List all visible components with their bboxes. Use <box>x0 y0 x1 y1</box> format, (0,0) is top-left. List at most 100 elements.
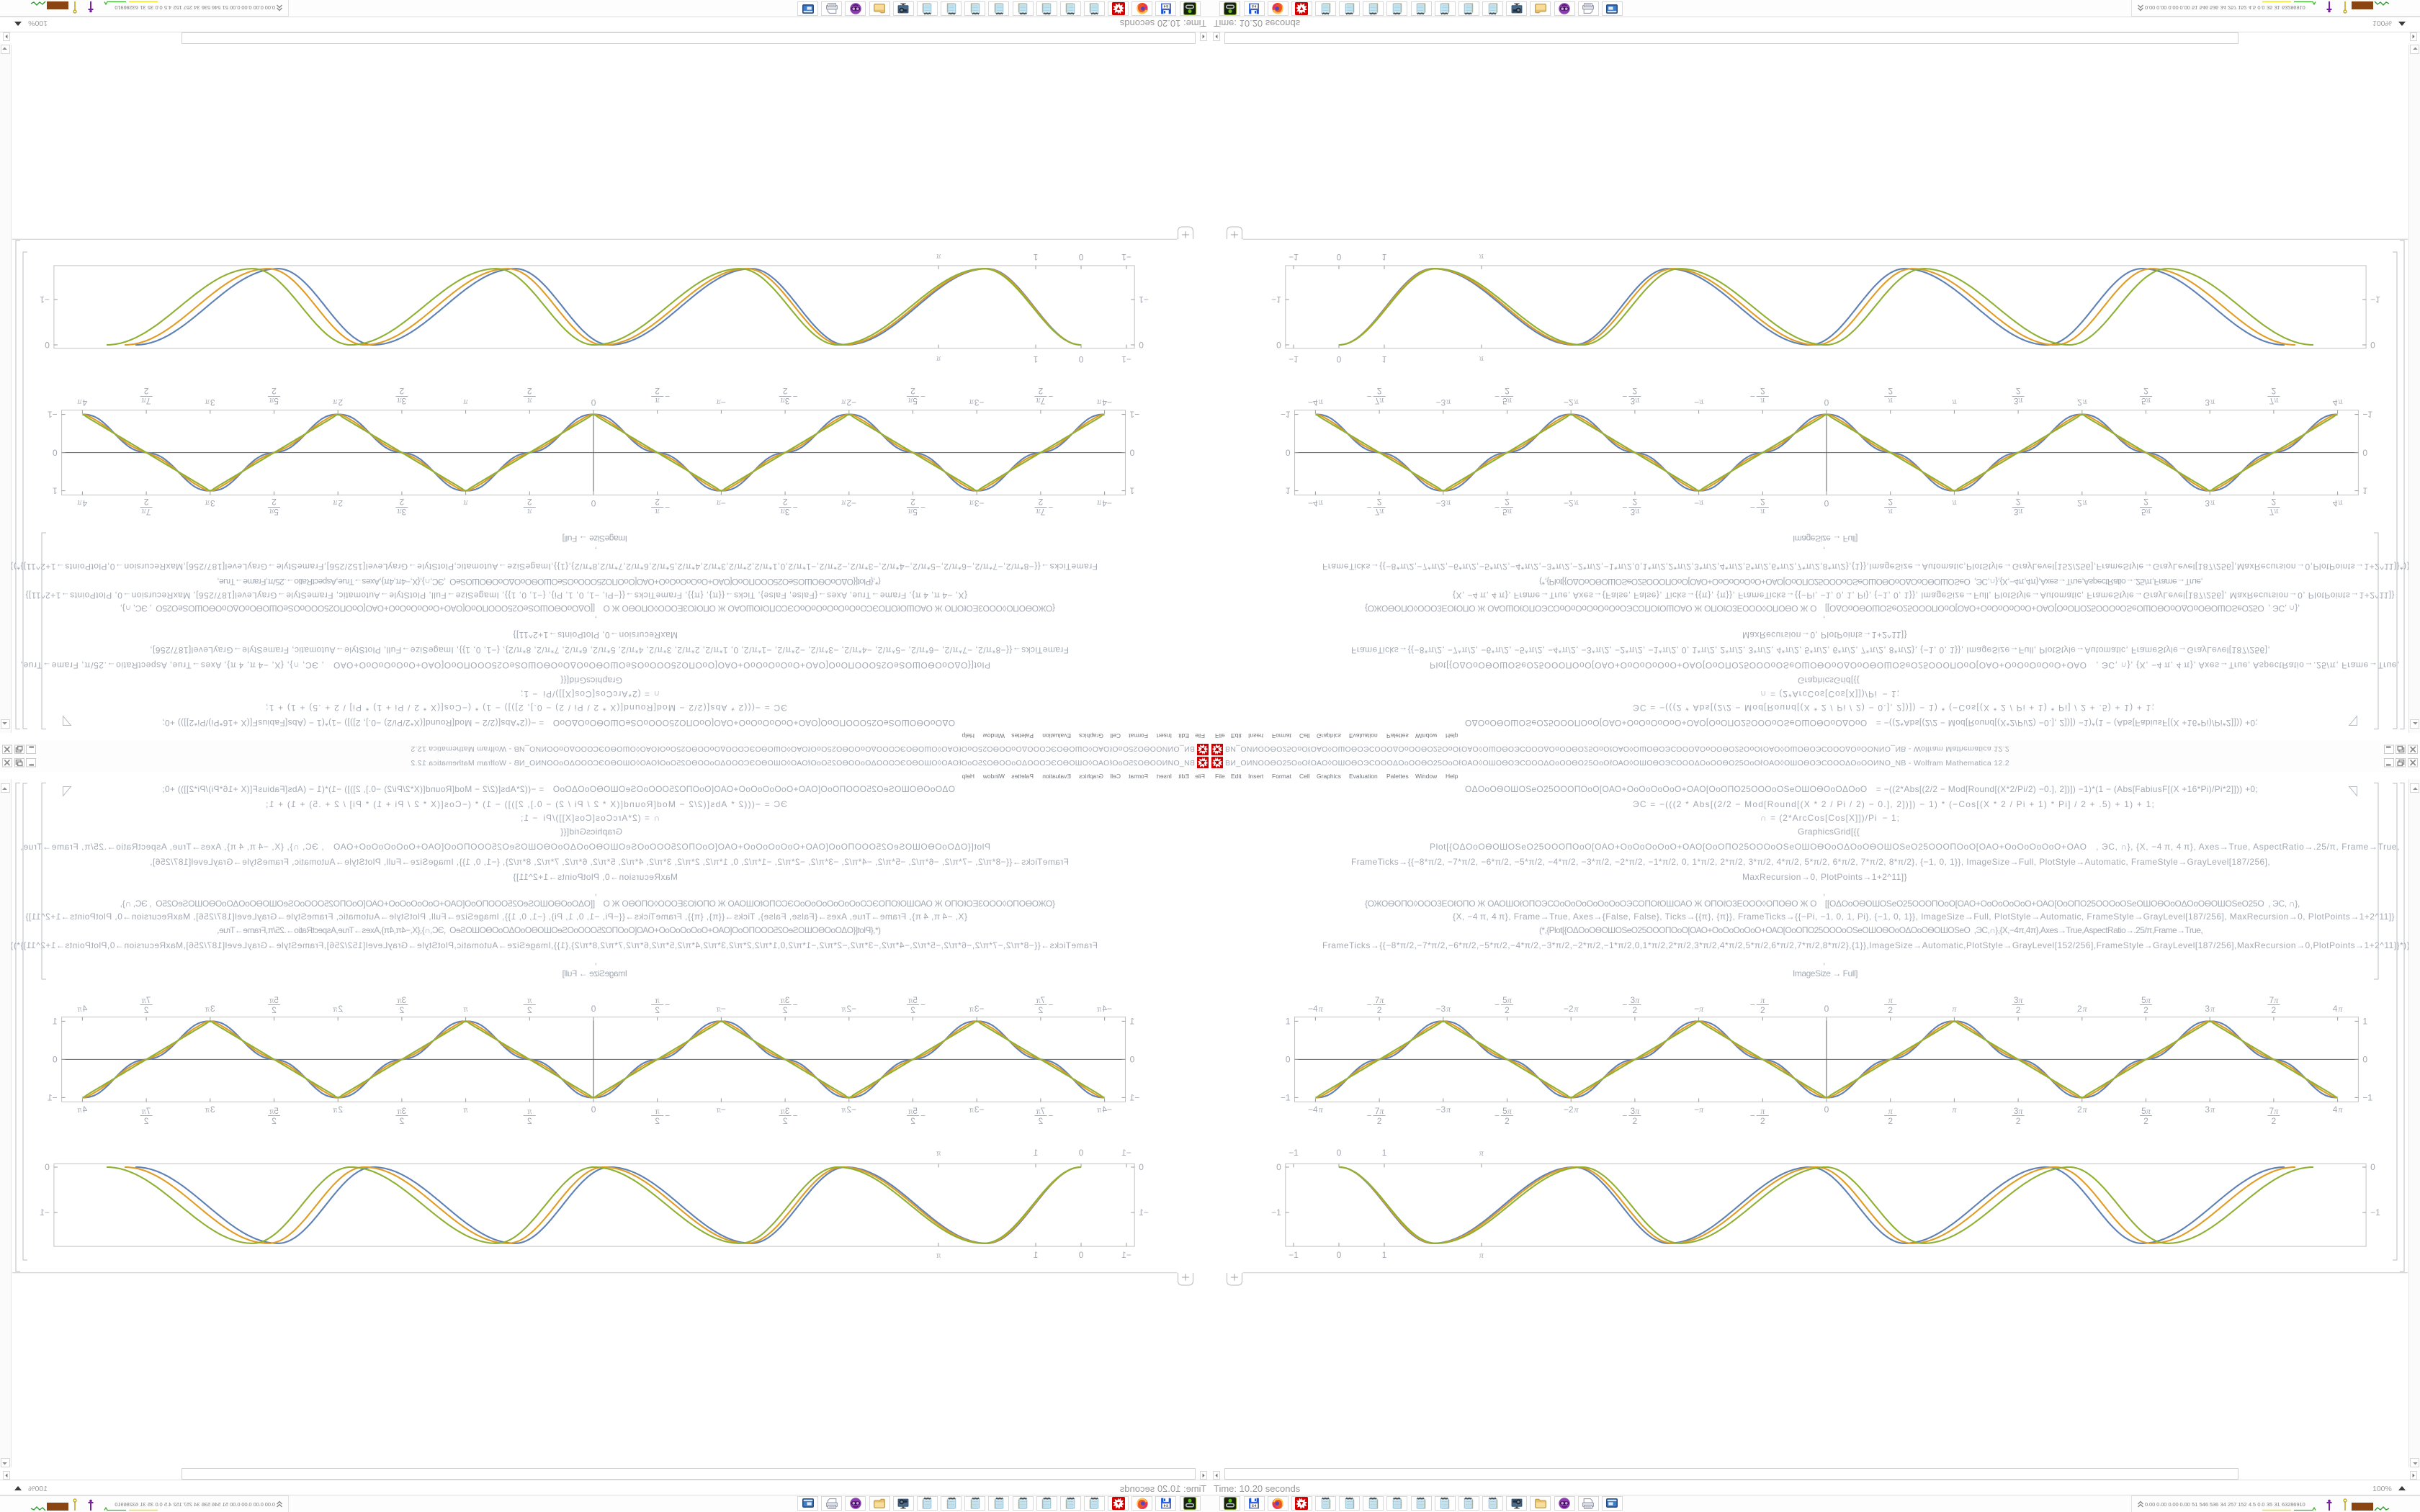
svg-text:−: − <box>1622 503 1627 513</box>
svg-text:2: 2 <box>1633 497 1638 507</box>
svg-text:1: 1 <box>1382 252 1387 262</box>
svg-text:2: 2 <box>1377 1005 1382 1015</box>
svg-text:2 π: 2 π <box>2077 397 2088 408</box>
svg-text:−1: −1 <box>1271 1207 1281 1218</box>
svg-text:−3 π: −3 π <box>969 498 985 508</box>
svg-text:−: − <box>1048 392 1053 402</box>
svg-text:5π: 5π <box>1502 507 1512 517</box>
svg-text:−1: −1 <box>48 409 58 419</box>
svg-text:3 π: 3 π <box>205 1104 215 1115</box>
svg-text:2: 2 <box>2272 1005 2277 1015</box>
svg-text:−: − <box>1622 1111 1627 1121</box>
svg-text:0: 0 <box>2362 1055 2367 1065</box>
svg-text:0: 0 <box>45 340 50 350</box>
svg-text:0: 0 <box>1078 354 1083 364</box>
svg-text:3π: 3π <box>2014 507 2024 517</box>
svg-text:1: 1 <box>1382 354 1387 364</box>
svg-text:5π: 5π <box>908 1106 918 1116</box>
svg-text:2: 2 <box>655 1005 660 1015</box>
svg-text:3 π: 3 π <box>2205 397 2215 408</box>
svg-text:0: 0 <box>1824 397 1829 408</box>
svg-text:−: − <box>1750 1111 1755 1121</box>
svg-text:2: 2 <box>655 497 660 507</box>
svg-text:2: 2 <box>2272 497 2277 507</box>
svg-text:3π: 3π <box>397 995 407 1005</box>
svg-text:0: 0 <box>1337 252 1342 262</box>
svg-text:−1: −1 <box>1289 1250 1299 1260</box>
svg-text:2: 2 <box>527 497 532 507</box>
svg-text:3π: 3π <box>2014 396 2024 406</box>
svg-text:2: 2 <box>399 1005 404 1015</box>
svg-text:−4 π: −4 π <box>1096 1004 1112 1014</box>
svg-text:−: − <box>920 392 926 402</box>
svg-text:2: 2 <box>527 1116 532 1126</box>
svg-text:7π: 7π <box>1375 1106 1385 1116</box>
svg-text:3π: 3π <box>780 507 790 517</box>
svg-text:1: 1 <box>1382 1250 1387 1260</box>
svg-text:0: 0 <box>45 1162 50 1172</box>
svg-text:π: π <box>936 1148 941 1158</box>
svg-text:π: π <box>1888 1106 1894 1116</box>
svg-text:π: π <box>1888 995 1894 1005</box>
svg-text:2: 2 <box>1633 1116 1638 1126</box>
svg-text:2: 2 <box>1038 497 1043 507</box>
svg-text:−1: −1 <box>1139 1207 1149 1218</box>
svg-text:3 π: 3 π <box>2205 1004 2215 1014</box>
svg-text:64: 64 <box>1163 1503 1168 1508</box>
svg-text:π: π <box>1760 1106 1765 1116</box>
svg-text:4 π: 4 π <box>2333 1104 2344 1115</box>
svg-text:π: π <box>526 396 532 406</box>
svg-text:2: 2 <box>1760 386 1765 396</box>
svg-text:−1: −1 <box>1271 294 1281 305</box>
svg-text:−2 π: −2 π <box>841 397 856 408</box>
svg-text:−: − <box>1048 1111 1053 1121</box>
svg-text:2: 2 <box>143 1005 148 1015</box>
svg-text:−1: −1 <box>48 1093 58 1103</box>
svg-text:−4 π: −4 π <box>1308 1004 1324 1014</box>
svg-text:3π: 3π <box>397 396 407 406</box>
svg-text:−1: −1 <box>2370 1207 2380 1218</box>
svg-text:3 π: 3 π <box>205 397 215 408</box>
svg-text:−1: −1 <box>1129 409 1139 419</box>
svg-text:−: − <box>920 1111 926 1121</box>
svg-text:−4 π: −4 π <box>1308 397 1324 408</box>
svg-text:3π: 3π <box>1631 995 1641 1005</box>
svg-text:−1: −1 <box>1121 252 1131 262</box>
svg-text:2: 2 <box>2143 1005 2148 1015</box>
svg-text:−π: −π <box>1694 1104 1704 1115</box>
svg-text:3π: 3π <box>780 396 790 406</box>
svg-text:3 π: 3 π <box>2205 1104 2215 1115</box>
svg-text:2: 2 <box>1038 1116 1043 1126</box>
svg-text:4 π: 4 π <box>2333 498 2344 508</box>
svg-text:−2 π: −2 π <box>1564 498 1579 508</box>
svg-text:2: 2 <box>272 1116 277 1126</box>
svg-text:2: 2 <box>2272 386 2277 396</box>
svg-text:−1: −1 <box>40 294 50 305</box>
svg-text:π: π <box>936 354 941 364</box>
svg-text:3π: 3π <box>2014 995 2024 1005</box>
svg-text:1: 1 <box>2362 485 2367 495</box>
svg-text:0: 0 <box>1824 1104 1829 1115</box>
svg-text:1: 1 <box>1286 1017 1291 1027</box>
svg-text:2: 2 <box>655 1116 660 1126</box>
svg-text:2 π: 2 π <box>2077 498 2088 508</box>
svg-text:2: 2 <box>399 1116 404 1126</box>
svg-text:7π: 7π <box>2269 995 2280 1005</box>
svg-text:64: 64 <box>1252 4 1257 9</box>
svg-text:π: π <box>655 1106 660 1116</box>
svg-text:−: − <box>1494 503 1500 513</box>
svg-text:−: − <box>1750 1000 1755 1010</box>
svg-text:7π: 7π <box>1375 995 1385 1005</box>
svg-text:2: 2 <box>2272 1116 2277 1126</box>
svg-text:0: 0 <box>591 1104 596 1115</box>
svg-text:−1: −1 <box>1289 354 1299 364</box>
svg-text:2: 2 <box>1760 1005 1765 1015</box>
svg-text:2: 2 <box>399 386 404 396</box>
svg-text:1: 1 <box>1129 485 1134 495</box>
svg-text:2: 2 <box>782 386 787 396</box>
svg-text:64: 64 <box>1252 1503 1257 1508</box>
svg-text:−2 π: −2 π <box>841 1004 856 1014</box>
svg-text:0: 0 <box>591 397 596 408</box>
svg-text:7π: 7π <box>1036 995 1046 1005</box>
svg-text:π: π <box>655 507 660 517</box>
